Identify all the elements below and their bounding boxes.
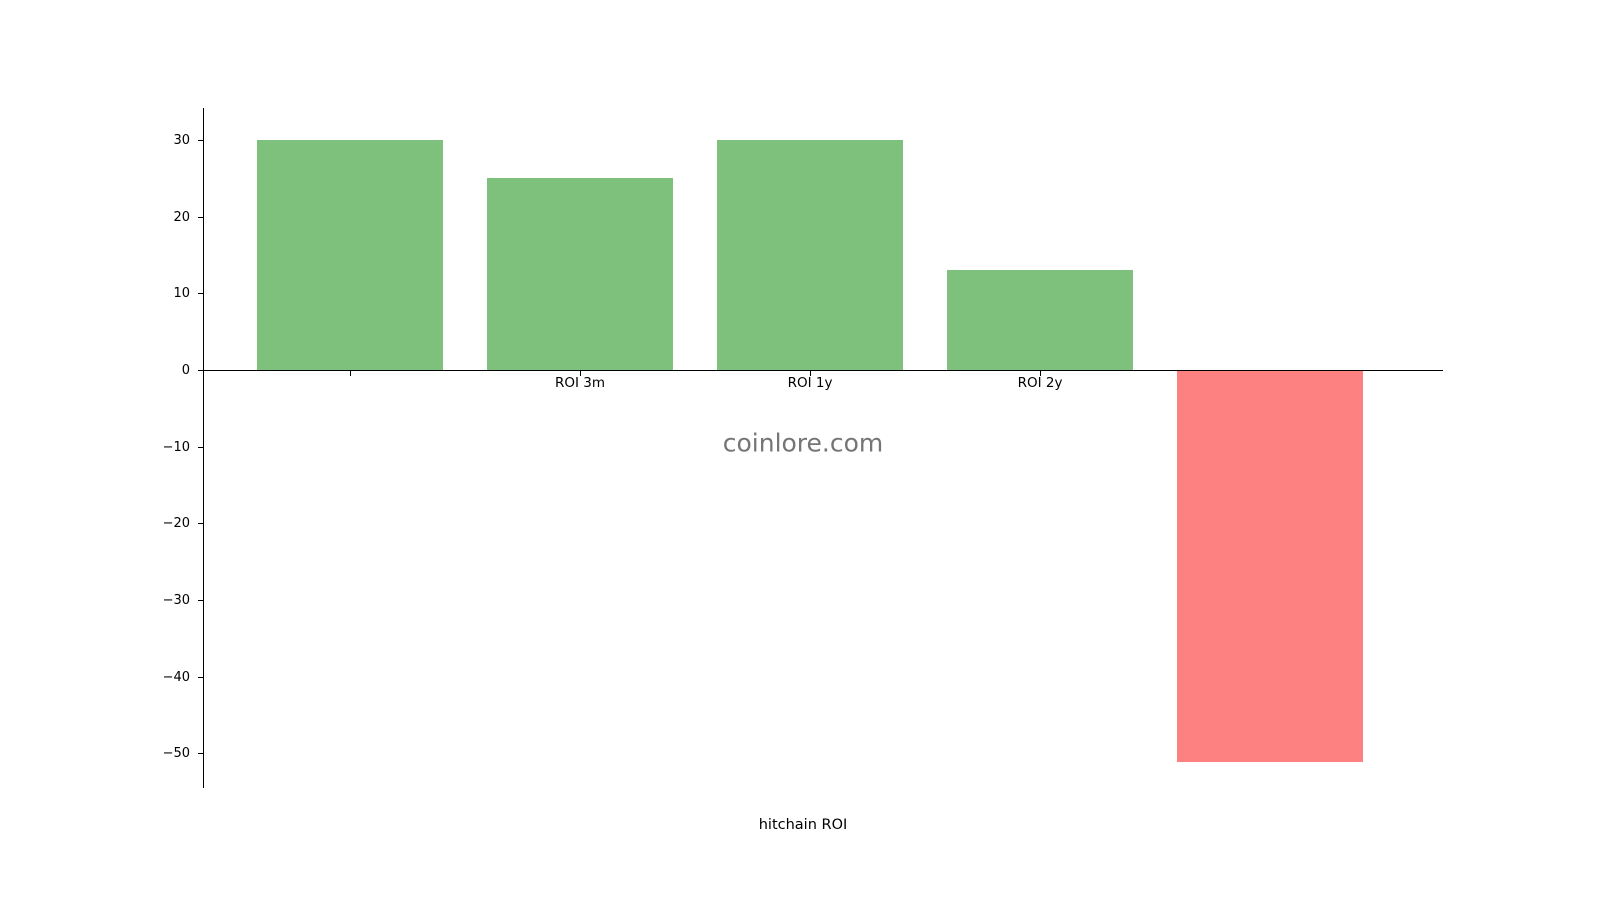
y-axis-spine xyxy=(203,107,204,789)
roi-bar-positive xyxy=(947,270,1133,370)
roi-bar-positive xyxy=(257,140,443,370)
y-tick-label: −50 xyxy=(162,746,190,762)
y-tick-label: −20 xyxy=(162,516,190,532)
y-tick-label: −10 xyxy=(162,439,190,455)
y-tick-mark xyxy=(198,599,203,601)
y-tick-mark xyxy=(198,370,203,371)
x-tick-mark xyxy=(580,371,581,376)
y-tick-mark xyxy=(198,293,203,295)
y-tick-label: 20 xyxy=(173,209,190,225)
x-tick-mark xyxy=(350,371,351,376)
x-tick-label: ROI 2y xyxy=(1017,375,1063,391)
y-tick-label: −30 xyxy=(162,592,190,608)
x-tick-label: ROI 3m xyxy=(554,375,606,391)
y-tick-mark xyxy=(198,446,203,448)
roi-bar-positive xyxy=(487,178,673,370)
x-tick-mark xyxy=(810,371,811,376)
y-tick-mark xyxy=(198,140,203,142)
y-tick-mark xyxy=(198,676,203,678)
y-tick-label: 10 xyxy=(173,286,190,302)
roi-bar-positive xyxy=(717,140,903,370)
x-axis-line xyxy=(203,370,1443,371)
y-tick-label: 0 xyxy=(181,363,190,378)
coinlore-watermark: coinlore.com xyxy=(722,428,884,458)
y-tick-mark xyxy=(198,753,203,755)
y-tick-label: −40 xyxy=(162,669,190,685)
chart-caption: hitchain ROI xyxy=(758,817,848,833)
y-tick-mark xyxy=(198,216,203,218)
x-tick-mark xyxy=(1040,371,1041,376)
roi-bar-negative xyxy=(1177,371,1363,762)
y-tick-label: 30 xyxy=(173,133,190,149)
y-tick-mark xyxy=(198,523,203,525)
x-tick-label: ROI 1y xyxy=(787,375,833,391)
